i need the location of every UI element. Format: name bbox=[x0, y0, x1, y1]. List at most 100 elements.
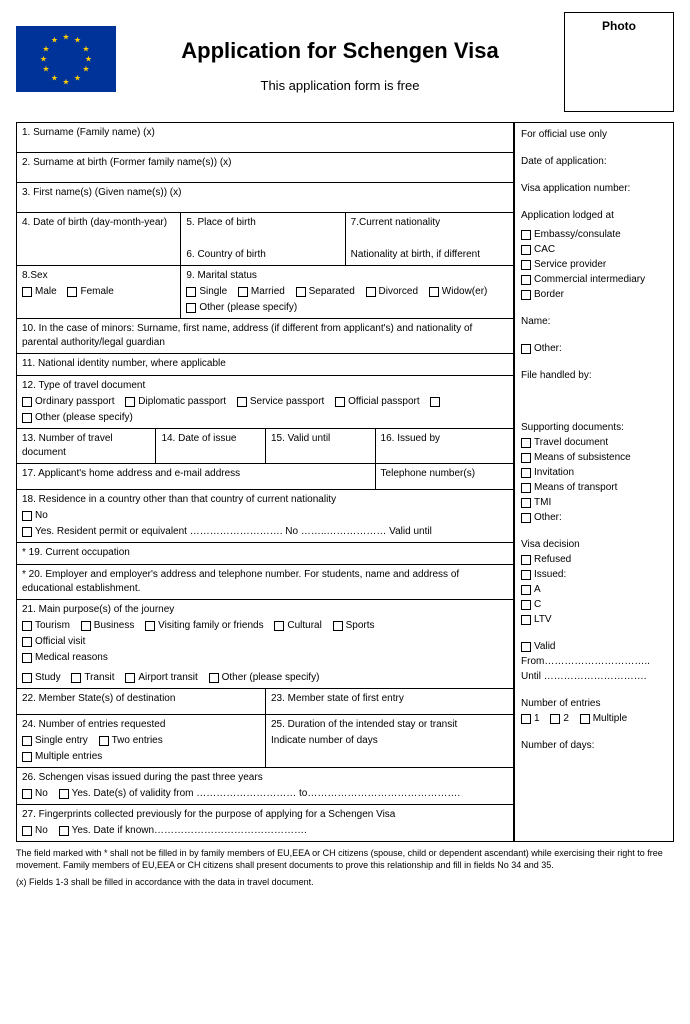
eu-flag: ★ ★ ★ ★ ★ ★ ★ ★ ★ ★ ★ ★ bbox=[16, 26, 116, 92]
field-first-name[interactable]: 3. First name(s) (Given name(s)) (x) bbox=[16, 182, 514, 212]
footnote-x: (x) Fields 1-3 shall be filled in accord… bbox=[16, 877, 674, 889]
checkbox-tourism[interactable]: Tourism bbox=[22, 619, 70, 633]
field-fingerprints[interactable]: 27. Fingerprints collected previously fo… bbox=[16, 804, 514, 842]
sidebar-supporting: Supporting documents: Travel document Me… bbox=[521, 420, 667, 525]
checkbox-travel-doc[interactable] bbox=[521, 438, 531, 448]
checkbox-divorced[interactable]: Divorced bbox=[366, 285, 418, 299]
label-country-birth: 6. Country of birth bbox=[186, 248, 339, 262]
checkbox-transit[interactable]: Transit bbox=[71, 671, 114, 685]
checkbox-ltv[interactable] bbox=[521, 615, 531, 625]
checkbox-purpose-other[interactable]: Other (please specify) bbox=[209, 671, 320, 685]
checkbox-widower[interactable]: Widow(er) bbox=[429, 285, 488, 299]
checkbox-separated[interactable]: Separated bbox=[296, 285, 355, 299]
checkbox-past-yes[interactable]: Yes. Date(s) of validity from …………………………… bbox=[59, 787, 461, 801]
field-doc-valid-until[interactable]: 15. Valid until bbox=[265, 428, 375, 463]
field-employer[interactable]: * 20. Employer and employer's address an… bbox=[16, 564, 514, 599]
checkbox-male[interactable]: Male bbox=[22, 285, 57, 299]
field-doc-number[interactable]: 13. Number of travel document bbox=[16, 428, 155, 463]
checkbox-border[interactable] bbox=[521, 290, 531, 300]
photo-box: Photo bbox=[564, 12, 674, 112]
checkbox-service-provider[interactable] bbox=[521, 260, 531, 270]
label-travel-doc: 12. Type of travel document bbox=[22, 379, 508, 393]
label-purpose: 21. Main purpose(s) of the journey bbox=[22, 603, 508, 617]
checkbox-medical[interactable]: Medical reasons bbox=[22, 651, 108, 665]
checkbox-fp-yes[interactable]: Yes. Date if known………………………………………. bbox=[59, 824, 307, 838]
field-occupation[interactable]: * 19. Current occupation bbox=[16, 542, 514, 564]
checkbox-c[interactable] bbox=[521, 600, 531, 610]
checkbox-residence-yes[interactable]: Yes. Resident permit or equivalent ……………… bbox=[22, 525, 432, 539]
checkbox-cultural[interactable]: Cultural bbox=[274, 619, 321, 633]
checkbox-official-visit[interactable]: Official visit bbox=[22, 635, 85, 649]
checkbox-subsistence[interactable] bbox=[521, 453, 531, 463]
field-duration[interactable]: 25. Duration of the intended stay or tra… bbox=[265, 714, 514, 767]
field-home-address[interactable]: 17. Applicant's home address and e-mail … bbox=[16, 463, 375, 489]
field-travel-doc-type[interactable]: 12. Type of travel document Ordinary pas… bbox=[16, 375, 514, 428]
checkbox-female[interactable]: Female bbox=[67, 285, 113, 299]
field-minors[interactable]: 10. In the case of minors: Surname, firs… bbox=[16, 318, 514, 353]
sidebar-other: Other: bbox=[534, 343, 562, 354]
checkbox-service-passport[interactable]: Service passport bbox=[237, 395, 324, 409]
field-residence-other[interactable]: 18. Residence in a country other than th… bbox=[16, 489, 514, 542]
checkbox-invitation[interactable] bbox=[521, 468, 531, 478]
field-marital[interactable]: 9. Marital status Single Married Separat… bbox=[180, 265, 514, 318]
row-sex-marital: 8.Sex Male Female 9. Marital status Sing… bbox=[16, 265, 514, 318]
field-identity-number[interactable]: 11. National identity number, where appl… bbox=[16, 353, 514, 375]
checkbox-marital-other[interactable]: Other (please specify) bbox=[186, 301, 297, 315]
sidebar-name: Name: bbox=[521, 314, 667, 329]
field-first-entry[interactable]: 23. Member state of first entry bbox=[265, 688, 514, 714]
checkbox-tmi[interactable] bbox=[521, 498, 531, 508]
checkbox-official-passport[interactable]: Official passport bbox=[335, 395, 420, 409]
field-purpose[interactable]: 21. Main purpose(s) of the journey Touri… bbox=[16, 599, 514, 688]
checkbox-two-entries[interactable]: Two entries bbox=[99, 734, 163, 748]
checkbox-2[interactable] bbox=[550, 714, 560, 724]
checkbox-diplomatic-passport[interactable]: Diplomatic passport bbox=[125, 395, 226, 409]
checkbox-multiple-entries[interactable]: Multiple entries bbox=[22, 750, 102, 764]
checkbox-visiting-family[interactable]: Visiting family or friends bbox=[145, 619, 263, 633]
eu-stars: ★ ★ ★ ★ ★ ★ ★ ★ ★ ★ ★ ★ bbox=[41, 34, 91, 84]
field-destination[interactable]: 22. Member State(s) of destination bbox=[16, 688, 265, 714]
field-dob[interactable]: 4. Date of birth (day-month-year) bbox=[16, 212, 180, 265]
checkbox-a[interactable] bbox=[521, 585, 531, 595]
checkbox-doc-blank[interactable] bbox=[430, 395, 443, 409]
field-doc-issued-by[interactable]: 16. Issued by bbox=[375, 428, 514, 463]
checkbox-multiple[interactable] bbox=[580, 714, 590, 724]
checkbox-valid[interactable] bbox=[521, 642, 531, 652]
field-place-country-birth[interactable]: 5. Place of birth 6. Country of birth bbox=[180, 212, 344, 265]
field-past-visas[interactable]: 26. Schengen visas issued during the pas… bbox=[16, 767, 514, 804]
checkbox-single-entry[interactable]: Single entry bbox=[22, 734, 88, 748]
checkbox-embassy[interactable] bbox=[521, 230, 531, 240]
label-duration: 25. Duration of the intended stay or tra… bbox=[271, 718, 508, 732]
checkbox-married[interactable]: Married bbox=[238, 285, 285, 299]
checkbox-refused[interactable] bbox=[521, 555, 531, 565]
checkbox-cac[interactable] bbox=[521, 245, 531, 255]
sidebar-num-entries: Number of entries 1 2 Multiple bbox=[521, 696, 667, 726]
sidebar-lodged: Application lodged at Embassy/consulate … bbox=[521, 208, 667, 302]
checkbox-doc-other[interactable]: Other (please specify) bbox=[22, 411, 133, 425]
checkbox-issued[interactable] bbox=[521, 570, 531, 580]
checkbox-ordinary-passport[interactable]: Ordinary passport bbox=[22, 395, 114, 409]
field-nationality[interactable]: 7.Current nationality Nationality at bir… bbox=[345, 212, 514, 265]
checkbox-fp-no[interactable]: No bbox=[22, 824, 48, 838]
field-surname-birth[interactable]: 2. Surname at birth (Former family name(… bbox=[16, 152, 514, 182]
checkbox-study[interactable]: Study bbox=[22, 671, 61, 685]
row-doc-details: 13. Number of travel document 14. Date o… bbox=[16, 428, 514, 463]
field-telephone[interactable]: Telephone number(s) bbox=[375, 463, 514, 489]
label-entries: 24. Number of entries requested bbox=[22, 718, 260, 732]
checkbox-support-other[interactable] bbox=[521, 513, 531, 523]
checkbox-single[interactable]: Single bbox=[186, 285, 227, 299]
checkbox-sports[interactable]: Sports bbox=[333, 619, 375, 633]
checkbox-airport-transit[interactable]: Airport transit bbox=[125, 671, 197, 685]
checkbox-past-no[interactable]: No bbox=[22, 787, 48, 801]
field-doc-issue-date[interactable]: 14. Date of issue bbox=[155, 428, 265, 463]
checkbox-business[interactable]: Business bbox=[81, 619, 135, 633]
checkbox-commercial[interactable] bbox=[521, 275, 531, 285]
label-indicate-days: Indicate number of days bbox=[271, 734, 508, 748]
checkbox-other[interactable] bbox=[521, 344, 531, 354]
checkbox-1[interactable] bbox=[521, 714, 531, 724]
field-sex[interactable]: 8.Sex Male Female bbox=[16, 265, 180, 318]
checkbox-residence-no[interactable]: No bbox=[22, 509, 48, 523]
row-member-states: 22. Member State(s) of destination 23. M… bbox=[16, 688, 514, 714]
field-surname[interactable]: 1. Surname (Family name) (x) bbox=[16, 122, 514, 152]
field-entries-requested[interactable]: 24. Number of entries requested Single e… bbox=[16, 714, 265, 767]
checkbox-transport[interactable] bbox=[521, 483, 531, 493]
